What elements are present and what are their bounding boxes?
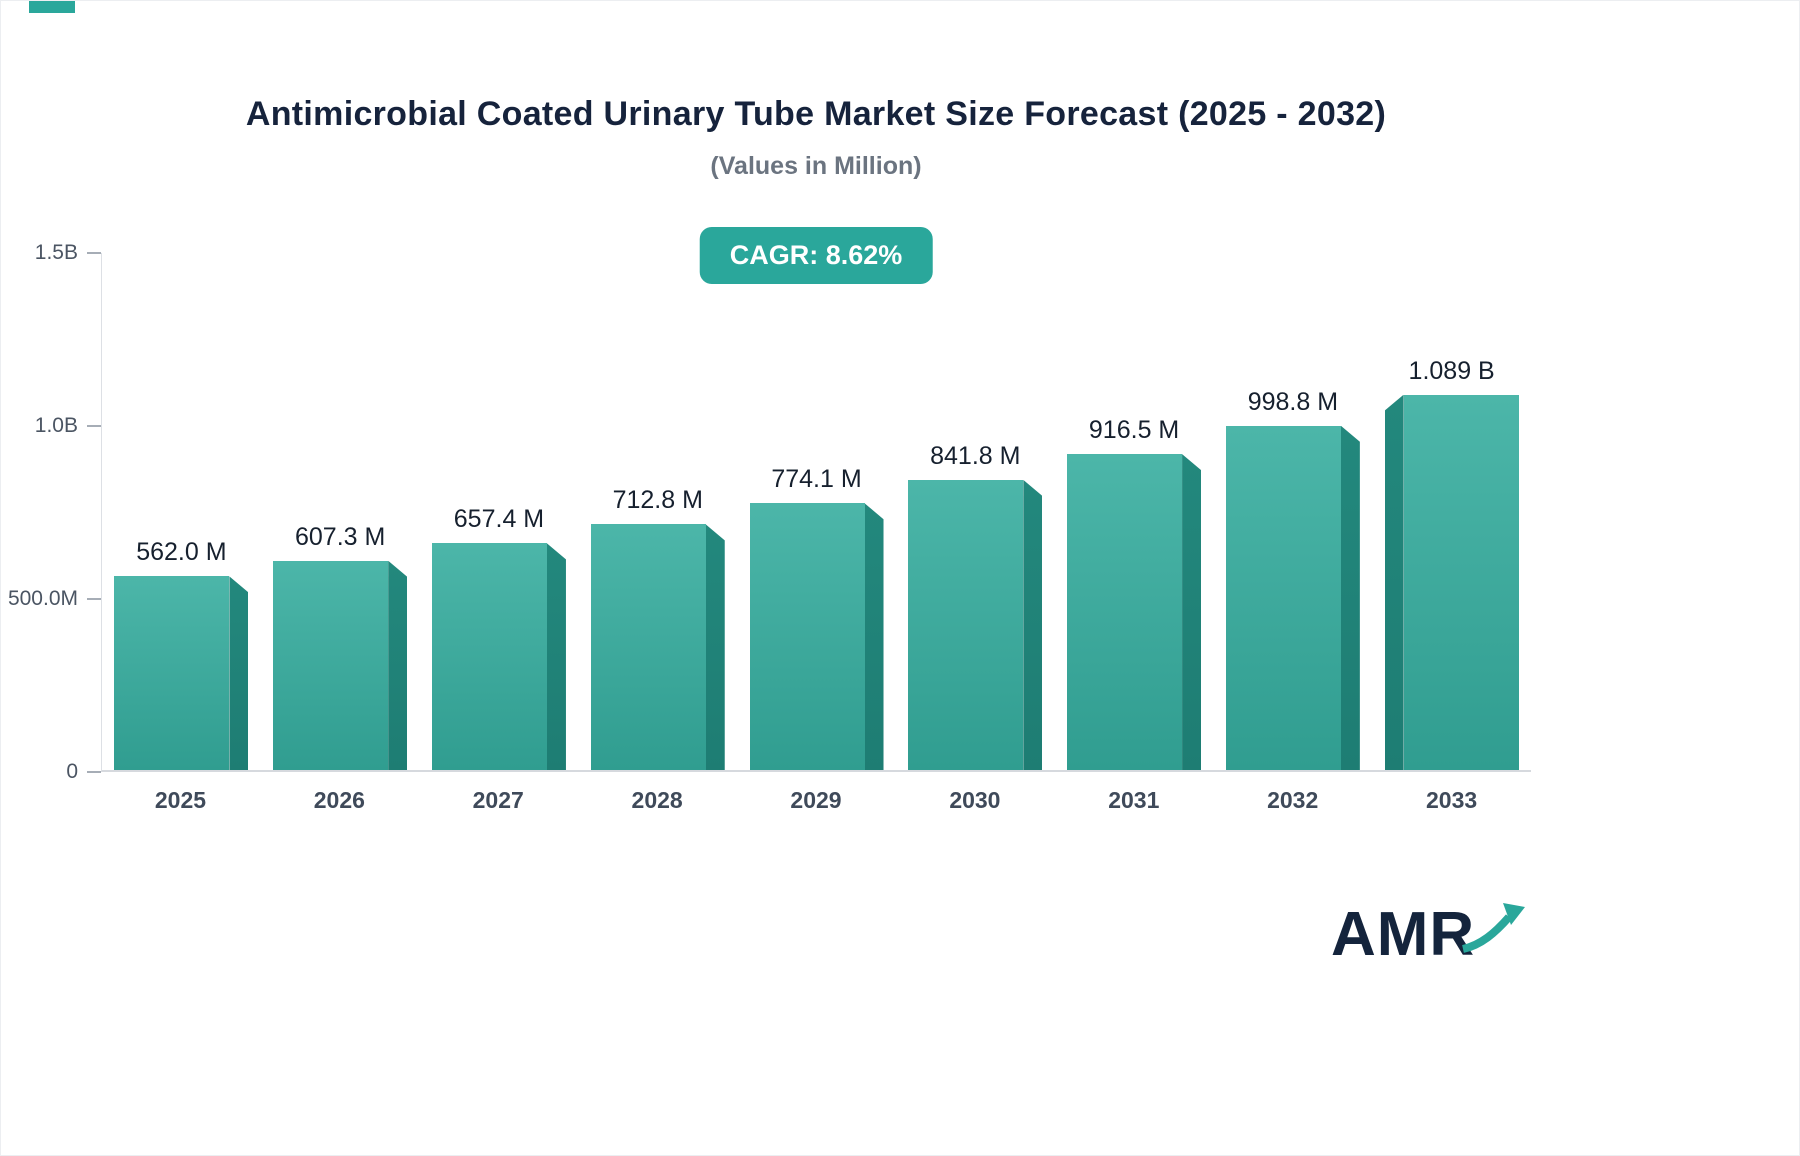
bar-2026: 607.3 M xyxy=(273,523,408,770)
bar-value-label-2032: 998.8 M xyxy=(1247,387,1339,416)
bar-slot-2030: 841.8 M xyxy=(896,253,1055,770)
corner-accent-mark xyxy=(29,1,75,13)
bar-slot-2028: 712.8 M xyxy=(578,253,737,770)
plot-area: 562.0 M 607.3 M 657.4 M 712.8 M 774.1 M 841.8… xyxy=(101,253,1531,772)
bar-slot-2027: 657.4 M xyxy=(420,253,579,770)
y-tick-mark xyxy=(87,425,101,427)
y-tick-label: 1.0B xyxy=(34,414,78,437)
x-label-2028: 2028 xyxy=(631,787,683,813)
x-label-2026: 2026 xyxy=(313,787,365,813)
x-label-2033: 2033 xyxy=(1425,787,1478,813)
bar-2033: 1.089 B xyxy=(1384,357,1519,770)
bar-2028: 712.8 M xyxy=(590,486,725,770)
bar-2031: 916.5 M xyxy=(1067,416,1202,770)
bar-side-face xyxy=(1023,479,1043,770)
bar-side-face xyxy=(864,503,884,770)
bar-side-face xyxy=(1384,394,1404,770)
bar-2032: 998.8 M xyxy=(1225,388,1360,770)
y-tick-500.0M: 500.0M xyxy=(8,587,101,611)
bar-2025: 562.0 M xyxy=(114,538,249,770)
bar-slot-2026: 607.3 M xyxy=(261,253,420,770)
y-tick-1.5B: 1.5B xyxy=(35,241,101,265)
y-tick-mark xyxy=(87,598,101,600)
bar-value-label-2028: 712.8 M xyxy=(612,486,703,515)
bar-side-face xyxy=(546,543,566,770)
bar-face xyxy=(431,543,547,770)
bar-value-label-2027: 657.4 M xyxy=(453,505,545,534)
y-tick-mark xyxy=(87,252,101,254)
chart-subtitle: (Values in Million) xyxy=(710,152,922,180)
bar-value-label-2026: 607.3 M xyxy=(295,522,386,551)
y-tick-mark xyxy=(87,771,101,773)
bar-face xyxy=(749,503,865,770)
bar-slot-2025: 562.0 M xyxy=(102,253,261,770)
bar-slot-2029: 774.1 M xyxy=(737,253,896,770)
bar-face xyxy=(273,560,389,770)
y-tick-label: 500.0M xyxy=(7,587,78,610)
bar-face xyxy=(908,479,1024,770)
bar-face xyxy=(1225,425,1341,770)
x-label-2027: 2027 xyxy=(472,787,524,813)
bar-side-face xyxy=(705,524,725,770)
bar-2029: 774.1 M xyxy=(749,465,884,770)
y-tick-1.0B: 1.0B xyxy=(35,414,101,438)
x-axis: 2025 2026 2027 2028 2029 2030 2031 2032 2033 xyxy=(101,787,1531,814)
bar-value-label-2033: 1.089 B xyxy=(1408,356,1495,385)
x-label-2030: 2030 xyxy=(949,787,1001,813)
y-tick-0: 0 xyxy=(66,760,101,784)
bar-value-label-2025: 562.0 M xyxy=(136,538,227,567)
x-label-2031: 2031 xyxy=(1108,787,1160,813)
x-label-2032: 2032 xyxy=(1267,787,1319,813)
bar-side-face xyxy=(1340,425,1360,770)
y-tick-label: 0 xyxy=(66,760,78,783)
chart-title: Antimicrobial Coated Urinary Tube Market… xyxy=(245,95,1387,133)
bar-2030: 841.8 M xyxy=(908,442,1043,770)
bar-side-face xyxy=(229,576,249,770)
chart-header: Antimicrobial Coated Urinary Tube Market… xyxy=(6,95,1626,181)
brand-logo-text: AMR xyxy=(1331,900,1476,969)
growth-arrow-icon xyxy=(1459,901,1526,962)
bar-side-face xyxy=(388,560,408,770)
y-axis: 0 500.0M 1.0B 1.5B xyxy=(1,241,101,783)
bar-side-face xyxy=(1182,454,1202,770)
bar-face xyxy=(114,576,230,770)
cagr-badge: CAGR: 8.62% xyxy=(699,227,933,284)
bar-face xyxy=(590,524,706,770)
bar-value-label-2031: 916.5 M xyxy=(1088,416,1180,445)
bar-value-label-2030: 841.8 M xyxy=(930,441,1021,470)
brand-logo: AMR xyxy=(1331,899,1526,970)
bar-slot-2031: 916.5 M xyxy=(1055,253,1214,770)
bar-slot-2032: 998.8 M xyxy=(1213,253,1372,770)
x-label-2029: 2029 xyxy=(790,787,842,813)
bar-slot-2033: 1.089 B xyxy=(1372,253,1531,770)
bar-face xyxy=(1403,394,1519,770)
y-tick-label: 1.5B xyxy=(34,241,78,264)
x-label-2025: 2025 xyxy=(154,787,207,813)
bar-value-label-2029: 774.1 M xyxy=(771,465,862,494)
bar-2027: 657.4 M xyxy=(431,505,566,770)
bar-face xyxy=(1067,454,1183,770)
